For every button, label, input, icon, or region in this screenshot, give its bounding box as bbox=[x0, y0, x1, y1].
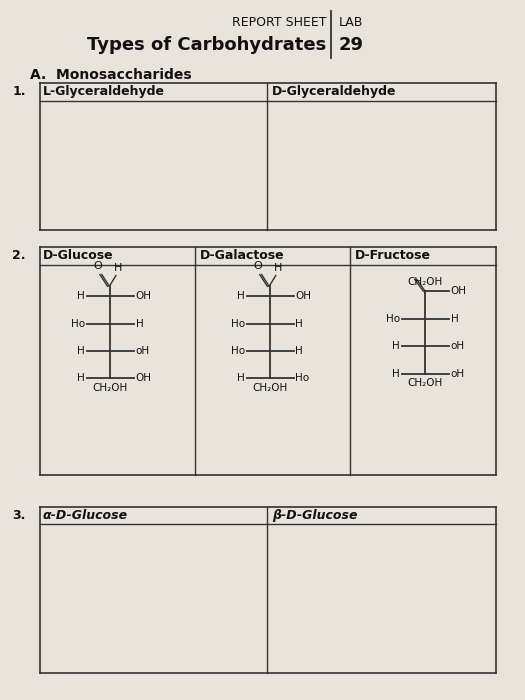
Text: OH: OH bbox=[135, 373, 152, 384]
Text: Ho: Ho bbox=[386, 314, 400, 323]
Text: H: H bbox=[237, 291, 245, 301]
Text: H: H bbox=[237, 373, 245, 384]
Text: Ho: Ho bbox=[296, 373, 310, 384]
Text: oH: oH bbox=[450, 341, 465, 351]
Text: O: O bbox=[93, 260, 102, 271]
Text: Ho: Ho bbox=[230, 346, 245, 356]
Text: CH₂OH: CH₂OH bbox=[407, 379, 443, 389]
Text: D-Fructose: D-Fructose bbox=[355, 249, 430, 262]
Text: O: O bbox=[254, 260, 262, 271]
Text: LAB: LAB bbox=[339, 16, 363, 29]
Text: OH: OH bbox=[135, 291, 152, 301]
Text: oH: oH bbox=[450, 368, 465, 379]
Text: H: H bbox=[296, 346, 303, 356]
Text: 3.: 3. bbox=[12, 509, 26, 522]
Text: H: H bbox=[296, 318, 303, 328]
Text: D-Glyceraldehyde: D-Glyceraldehyde bbox=[272, 85, 396, 99]
Text: CH₂OH: CH₂OH bbox=[93, 384, 128, 393]
Text: OH: OH bbox=[450, 286, 467, 296]
Text: OH: OH bbox=[296, 291, 311, 301]
Text: H: H bbox=[274, 262, 282, 272]
Text: REPORT SHEET: REPORT SHEET bbox=[232, 16, 327, 29]
Text: 29: 29 bbox=[339, 36, 364, 55]
Text: CH₂OH: CH₂OH bbox=[253, 384, 288, 393]
Text: H: H bbox=[77, 346, 85, 356]
Text: oH: oH bbox=[135, 346, 150, 356]
Text: Types of Carbohydrates: Types of Carbohydrates bbox=[87, 36, 327, 55]
Text: D-Glucose: D-Glucose bbox=[43, 249, 113, 262]
Text: D-Galactose: D-Galactose bbox=[200, 249, 284, 262]
Text: H: H bbox=[392, 368, 400, 379]
Text: Ho: Ho bbox=[71, 318, 85, 328]
Text: H: H bbox=[450, 314, 458, 323]
Text: L-Glyceraldehyde: L-Glyceraldehyde bbox=[43, 85, 165, 99]
Text: H: H bbox=[77, 291, 85, 301]
Text: CH₂OH: CH₂OH bbox=[407, 277, 443, 287]
Text: H: H bbox=[113, 262, 122, 272]
Text: H: H bbox=[135, 318, 143, 328]
Text: 2.: 2. bbox=[12, 249, 26, 262]
Text: H: H bbox=[77, 373, 85, 384]
Text: A.  Monosaccharides: A. Monosaccharides bbox=[30, 68, 192, 82]
Text: 1.: 1. bbox=[12, 85, 26, 99]
Text: H: H bbox=[392, 341, 400, 351]
Text: Ho: Ho bbox=[230, 318, 245, 328]
Text: α-D-Glucose: α-D-Glucose bbox=[43, 509, 128, 522]
Text: β-D-Glucose: β-D-Glucose bbox=[272, 509, 358, 522]
